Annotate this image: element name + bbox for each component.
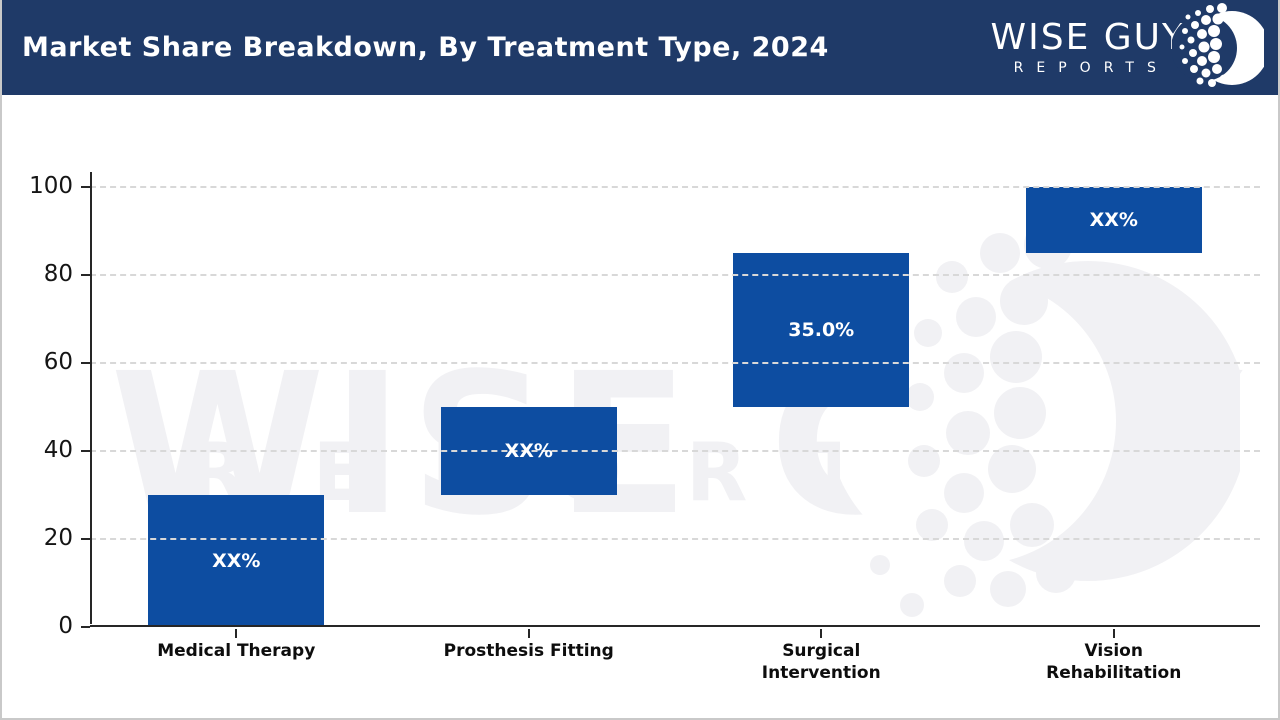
bar-value-label-2: XX% [504, 440, 553, 462]
bar-3 [733, 253, 910, 407]
x-axis-line [90, 625, 1260, 627]
x-tick-4 [1112, 629, 1115, 638]
y-tick-label-80: 80 [43, 261, 73, 287]
bar-value-label-4: XX% [1089, 209, 1138, 231]
y-tick-60 [81, 362, 90, 364]
gridline-80 [90, 274, 1260, 276]
plot-area: WISE GUY REPORTS 0 20 40 60 80 100 XX% Medical … [2, 95, 1278, 718]
brand-subtitle: REPORTS [1013, 59, 1169, 76]
header-banner: Market Share Breakdown, By Treatment Typ… [2, 0, 1278, 95]
x-category-label-1: Medical Therapy [157, 641, 316, 661]
y-axis-line [90, 172, 92, 624]
y-tick-20 [81, 538, 90, 540]
bar-1 [148, 495, 325, 627]
y-tick-label-60: 60 [43, 349, 73, 375]
x-category-label-3: Surgical Intervention [761, 641, 881, 684]
x-tick-1 [235, 629, 238, 638]
y-tick-label-100: 100 [29, 173, 73, 199]
y-tick-label-0: 0 [58, 613, 73, 639]
brand-logo-text: WISE GUY REPORTS [990, 16, 1187, 76]
y-tick-40 [81, 450, 90, 452]
x-tick-3 [820, 629, 823, 638]
watermark-face-icon [840, 221, 1240, 617]
page-title: Market Share Breakdown, By Treatment Typ… [22, 32, 829, 63]
gridline-100 [90, 186, 1260, 188]
bar-4 [1025, 187, 1202, 253]
bar-value-label-3: 35.0% [788, 319, 855, 341]
y-tick-label-40: 40 [43, 437, 73, 463]
x-tick-2 [527, 629, 530, 638]
y-tick-100 [81, 186, 90, 188]
x-category-label-2: Prosthesis Fitting [443, 641, 614, 661]
gridline-60 [90, 362, 1260, 364]
gridline-20 [90, 538, 1260, 540]
y-tick-label-20: 20 [43, 525, 73, 551]
brand-logo: WISE GUY REPORTS [990, 2, 1264, 93]
x-category-label-4: Vision Rehabilitation [1046, 641, 1182, 684]
bar-value-label-1: XX% [212, 550, 261, 572]
brand-name: WISE GUY [990, 16, 1186, 58]
y-tick-0 [81, 626, 90, 628]
y-tick-80 [81, 274, 90, 276]
brand-face-icon [1172, 2, 1264, 87]
gridline-40 [90, 450, 1260, 452]
